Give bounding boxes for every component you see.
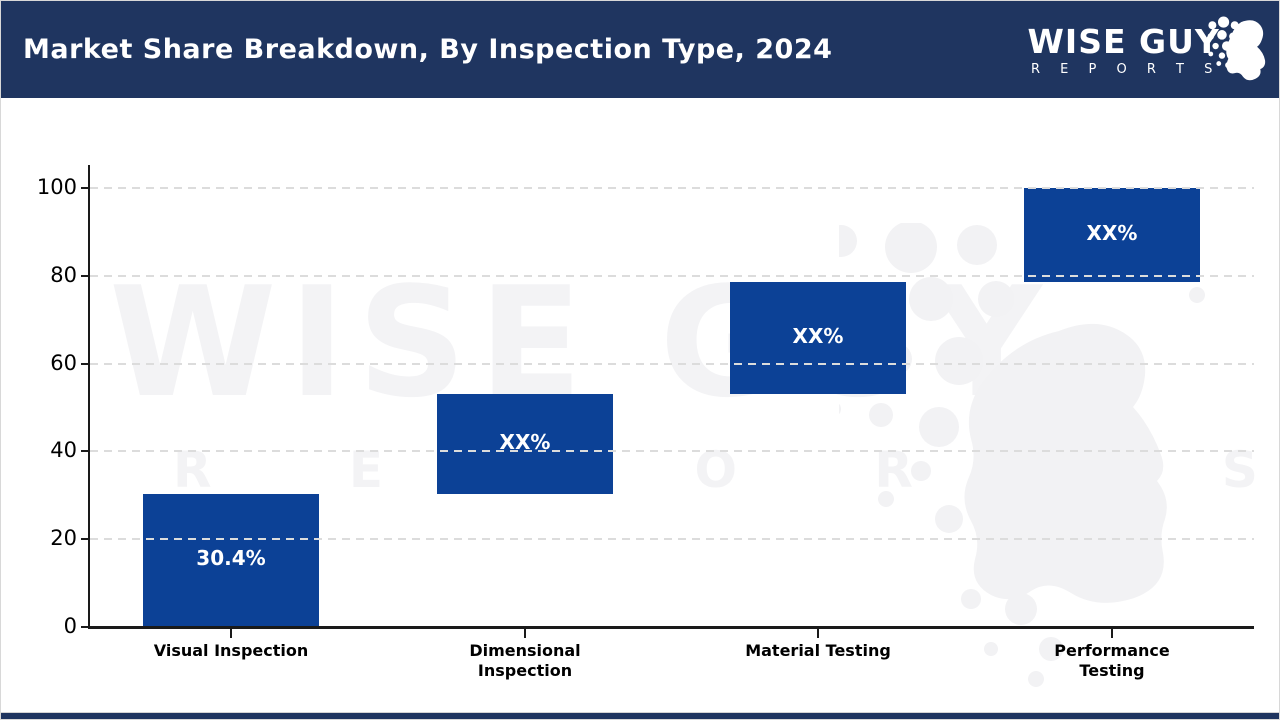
brand-logo: WISE GUY R E P O R T S xyxy=(1027,7,1267,93)
footer-bar xyxy=(1,713,1279,719)
bar-4 xyxy=(1024,188,1200,282)
header: Market Share Breakdown, By Inspection Ty… xyxy=(1,1,1279,98)
bar-3 xyxy=(730,281,906,394)
bar-2 xyxy=(437,393,613,494)
x-tick xyxy=(524,629,526,638)
bar-value-label: XX% xyxy=(792,323,844,348)
x-tick-label: Performance Testing xyxy=(1054,641,1170,680)
watermark-face-dots-icon xyxy=(839,223,1205,687)
brand-face-dots-icon xyxy=(1207,16,1266,81)
x-tick xyxy=(817,629,819,638)
gridline-20 xyxy=(90,538,1254,541)
bar-value-label: XX% xyxy=(499,429,551,454)
x-tick xyxy=(230,629,232,638)
y-tick xyxy=(81,538,89,541)
y-tick-label: 100 xyxy=(36,175,77,199)
x-axis-spine xyxy=(88,626,1254,629)
gridline-40 xyxy=(90,450,1254,453)
y-tick xyxy=(81,626,89,628)
x-tick-label: Dimensional Inspection xyxy=(469,641,581,680)
bar-value-label: 30.4% xyxy=(196,546,266,571)
y-tick-label: 40 xyxy=(50,438,77,463)
y-tick-label: 60 xyxy=(50,350,77,375)
brand-subtitle: R E P O R T S xyxy=(1031,61,1221,77)
bar-1 xyxy=(143,493,319,627)
bar-value-label: XX% xyxy=(1086,220,1138,245)
y-tick-label: 0 xyxy=(63,614,77,638)
y-tick xyxy=(81,274,89,277)
chart-title: Market Share Breakdown, By Inspection Ty… xyxy=(23,34,833,65)
footer-divider xyxy=(1,712,1279,713)
x-tick-label: Visual Inspection xyxy=(153,641,309,660)
gridline-100 xyxy=(90,187,1254,189)
x-tick xyxy=(1111,629,1113,638)
y-tick xyxy=(81,187,89,189)
y-tick-label: 20 xyxy=(50,526,77,551)
y-tick xyxy=(81,450,89,453)
gridline-60 xyxy=(90,362,1254,365)
gridline-80 xyxy=(90,274,1254,277)
y-tick-label: 80 xyxy=(50,262,77,287)
x-tick-label: Material Testing xyxy=(745,641,891,660)
y-axis-spine xyxy=(88,165,90,629)
brand-wordmark: WISE GUY xyxy=(1027,21,1220,61)
y-tick xyxy=(81,362,89,365)
